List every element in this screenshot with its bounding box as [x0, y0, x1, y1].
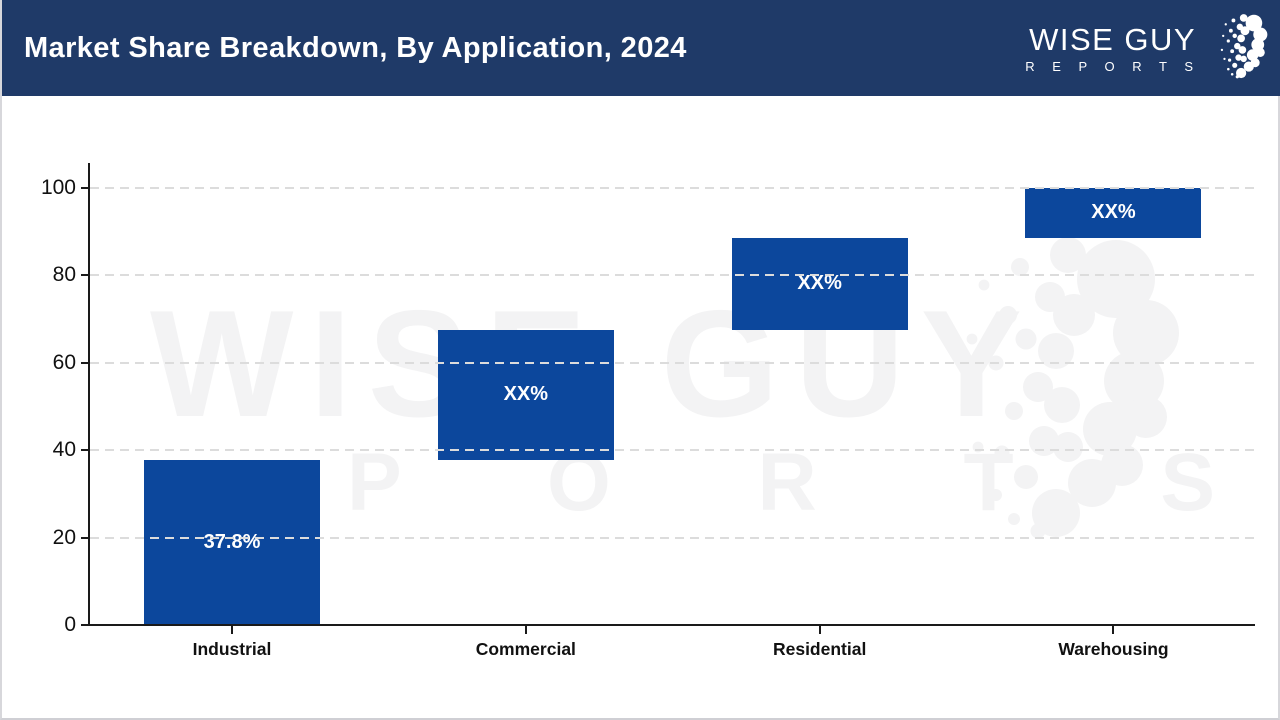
y-tick-mark — [81, 361, 90, 364]
x-tick-mark — [818, 626, 821, 634]
bar-industrial: 37.8% — [144, 459, 320, 625]
bar-value-label: XX% — [797, 272, 842, 295]
gridline-60 — [90, 361, 1255, 364]
wiseguy-logo-text: WISE GUY R E P O R T S — [1025, 24, 1200, 73]
y-tick-label: 0 — [64, 613, 76, 636]
y-tick-label: 60 — [52, 350, 76, 374]
bar-value-label: XX% — [1091, 201, 1136, 224]
category-label-commercial: Commercial — [475, 639, 576, 659]
x-tick-mark — [231, 626, 233, 634]
logo-reports-label: R E P O R T S — [1025, 58, 1200, 74]
page-title: Market Share Breakdown, By Application, … — [24, 31, 687, 64]
gridline-100 — [90, 186, 1255, 189]
bar-residential: XX% — [731, 237, 908, 331]
bar-warehousing: XX% — [1025, 187, 1202, 238]
x-axis — [88, 624, 1255, 626]
wiseguy-logo: WISE GUY R E P O R T S — [1025, 6, 1268, 90]
y-tick-mark — [81, 624, 90, 626]
header-bar: Market Share Breakdown, By Application, … — [2, 0, 1280, 96]
bar-commercial: XX% — [437, 330, 614, 460]
category-label-residential: Residential — [772, 639, 867, 659]
gridline-20 — [90, 536, 1255, 539]
bar-value-label: 37.8% — [203, 530, 261, 553]
y-tick-label: 80 — [52, 263, 76, 286]
y-axis — [88, 163, 90, 626]
x-tick-mark — [524, 626, 527, 634]
gridline-40 — [90, 449, 1255, 451]
category-label-warehousing: Warehousing — [1058, 639, 1169, 659]
logo-wordmark: WISE GUY — [1029, 21, 1197, 57]
y-tick-label: 20 — [52, 525, 76, 549]
y-tick-mark — [81, 274, 90, 276]
wiseguy-head-icon — [1220, 14, 1268, 79]
x-tick-mark — [1112, 626, 1115, 634]
gridline-80 — [90, 274, 1255, 276]
y-tick-mark — [81, 186, 90, 189]
y-tick-label: 40 — [52, 438, 76, 461]
y-tick-label: 100 — [40, 175, 76, 199]
y-tick-mark — [81, 449, 90, 451]
category-label-industrial: Industrial — [192, 639, 272, 659]
y-tick-mark — [81, 536, 90, 539]
bar-value-label: XX% — [503, 383, 549, 406]
